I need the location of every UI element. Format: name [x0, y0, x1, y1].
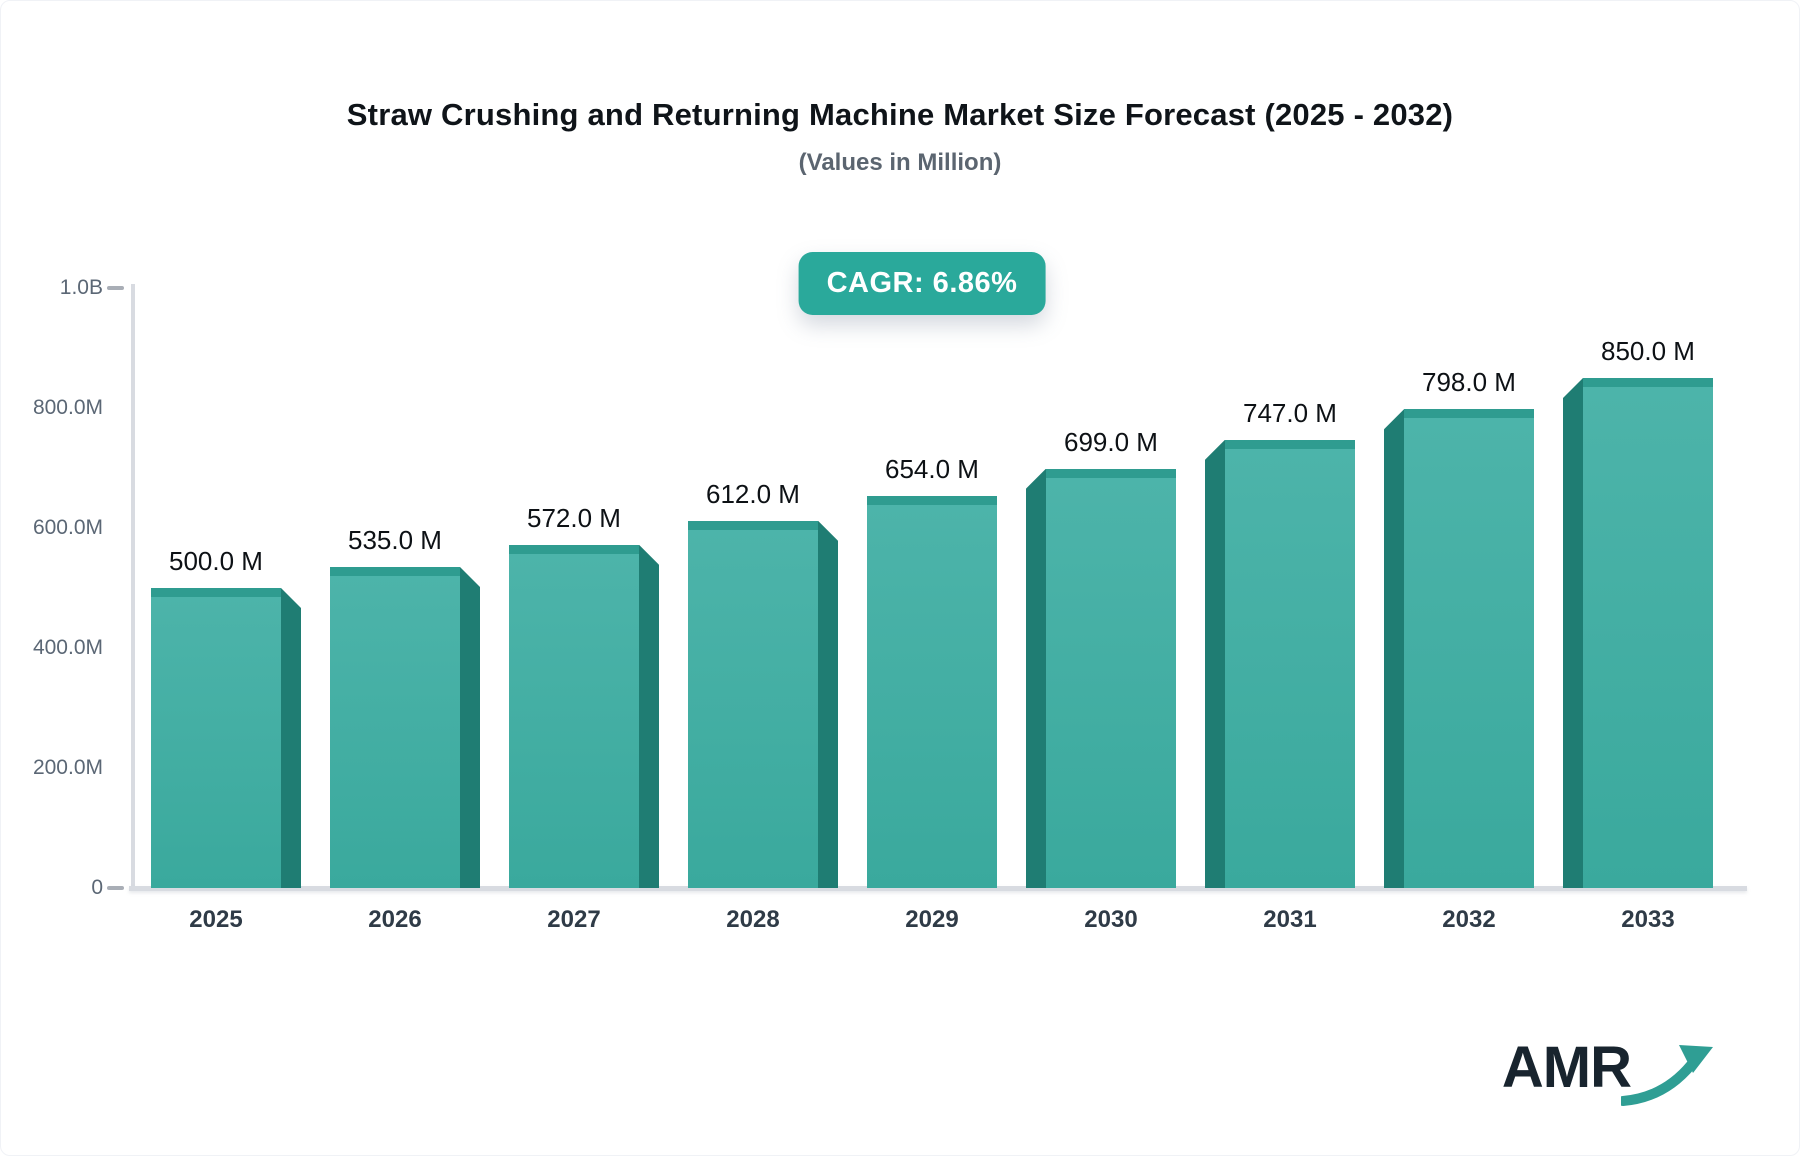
bar-side	[818, 520, 838, 888]
bar-top-band	[509, 544, 639, 554]
x-tick-label: 2026	[368, 906, 422, 933]
bar-value-label: 798.0 M	[1422, 367, 1516, 398]
x-tick-label: 2030	[1084, 906, 1138, 933]
bar	[867, 495, 997, 888]
bar	[1225, 439, 1355, 888]
bar	[509, 544, 639, 888]
bar-side	[1384, 409, 1404, 888]
y-tick-dash	[107, 286, 124, 290]
bar-side	[1205, 439, 1225, 888]
x-tick-label: 2028	[726, 906, 780, 933]
y-tick-dash	[107, 886, 124, 890]
x-tick-label: 2027	[547, 906, 601, 933]
chart-subtitle: (Values in Million)	[798, 149, 1002, 176]
bar-side	[1026, 468, 1046, 888]
bar-value-label: 850.0 M	[1601, 336, 1695, 366]
x-tick-label: 2033	[1621, 906, 1675, 933]
bar-top-band	[1225, 439, 1355, 449]
y-tick-label: 200.0M	[32, 756, 103, 779]
bar-value-label: 747.0 M	[1243, 397, 1337, 428]
bar-top-band	[1404, 409, 1534, 419]
cagr-badge: CAGR: 6.86%	[798, 252, 1046, 315]
y-tick-label: 0	[91, 876, 103, 899]
y-tick-label: 800.0M	[32, 396, 103, 419]
bar-top-band	[867, 495, 997, 505]
bar	[688, 520, 818, 888]
bar	[1404, 409, 1534, 888]
y-tick-label: 1.0B	[59, 276, 103, 299]
y-tick-label: 400.0M	[32, 636, 103, 659]
x-tick-label: 2032	[1442, 906, 1496, 933]
x-tick-label: 2025	[189, 906, 243, 933]
bar	[151, 588, 281, 888]
y-axis-line	[131, 284, 135, 891]
bar-top-band	[1583, 378, 1713, 387]
bar	[1583, 378, 1713, 888]
bar-side	[281, 588, 301, 888]
x-tick-label: 2029	[905, 906, 959, 933]
bar	[1046, 468, 1176, 888]
bar-top-band	[688, 520, 818, 530]
x-tick-label: 2031	[1263, 906, 1317, 933]
bar	[330, 567, 460, 888]
bar-value-label: 500.0 M	[169, 546, 263, 576]
amr-logo: AMR	[1502, 1039, 1717, 1107]
bar-top-band	[330, 567, 460, 576]
bar-value-label: 612.0 M	[706, 478, 800, 509]
amr-logo-text: AMR	[1501, 1035, 1632, 1100]
chart-title: Straw Crushing and Returning Machine Mar…	[346, 97, 1454, 132]
x-axis-baseline	[129, 886, 1747, 891]
bar-top-band	[1046, 468, 1176, 478]
bar-side	[1563, 378, 1583, 888]
bar-top-band	[151, 588, 281, 597]
bar-value-label: 535.0 M	[348, 525, 442, 555]
bar-value-label: 654.0 M	[885, 453, 979, 484]
y-tick-label: 600.0M	[32, 516, 103, 539]
bar-value-label: 572.0 M	[527, 502, 621, 533]
growth-arrow-icon	[1621, 1045, 1713, 1106]
bar-side	[639, 544, 659, 888]
bar-side	[460, 567, 480, 888]
bar-value-label: 699.0 M	[1064, 426, 1158, 457]
